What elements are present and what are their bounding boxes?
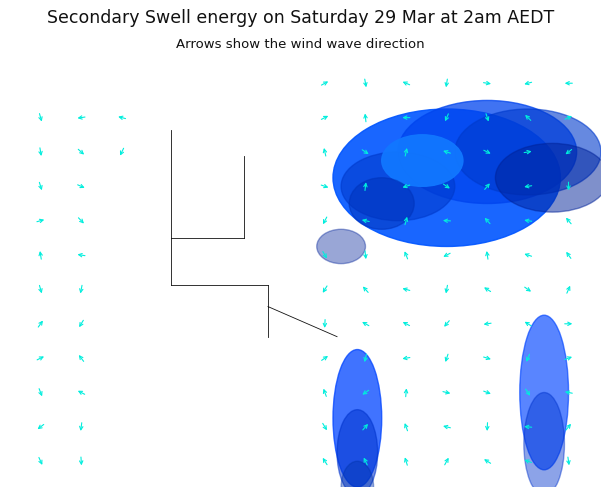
Ellipse shape: [524, 393, 564, 487]
Text: Secondary Swell energy on Saturday 29 Mar at 2am AEDT: Secondary Swell energy on Saturday 29 Ma…: [47, 9, 554, 27]
Ellipse shape: [333, 109, 560, 246]
Ellipse shape: [382, 135, 463, 187]
Ellipse shape: [341, 152, 455, 221]
Ellipse shape: [333, 350, 382, 487]
Ellipse shape: [337, 410, 377, 487]
Ellipse shape: [520, 315, 569, 470]
Ellipse shape: [341, 461, 374, 487]
Ellipse shape: [317, 229, 365, 263]
Ellipse shape: [495, 143, 601, 212]
Ellipse shape: [455, 109, 601, 195]
Text: Arrows show the wind wave direction: Arrows show the wind wave direction: [176, 38, 425, 51]
Ellipse shape: [398, 100, 576, 204]
Ellipse shape: [349, 178, 414, 229]
